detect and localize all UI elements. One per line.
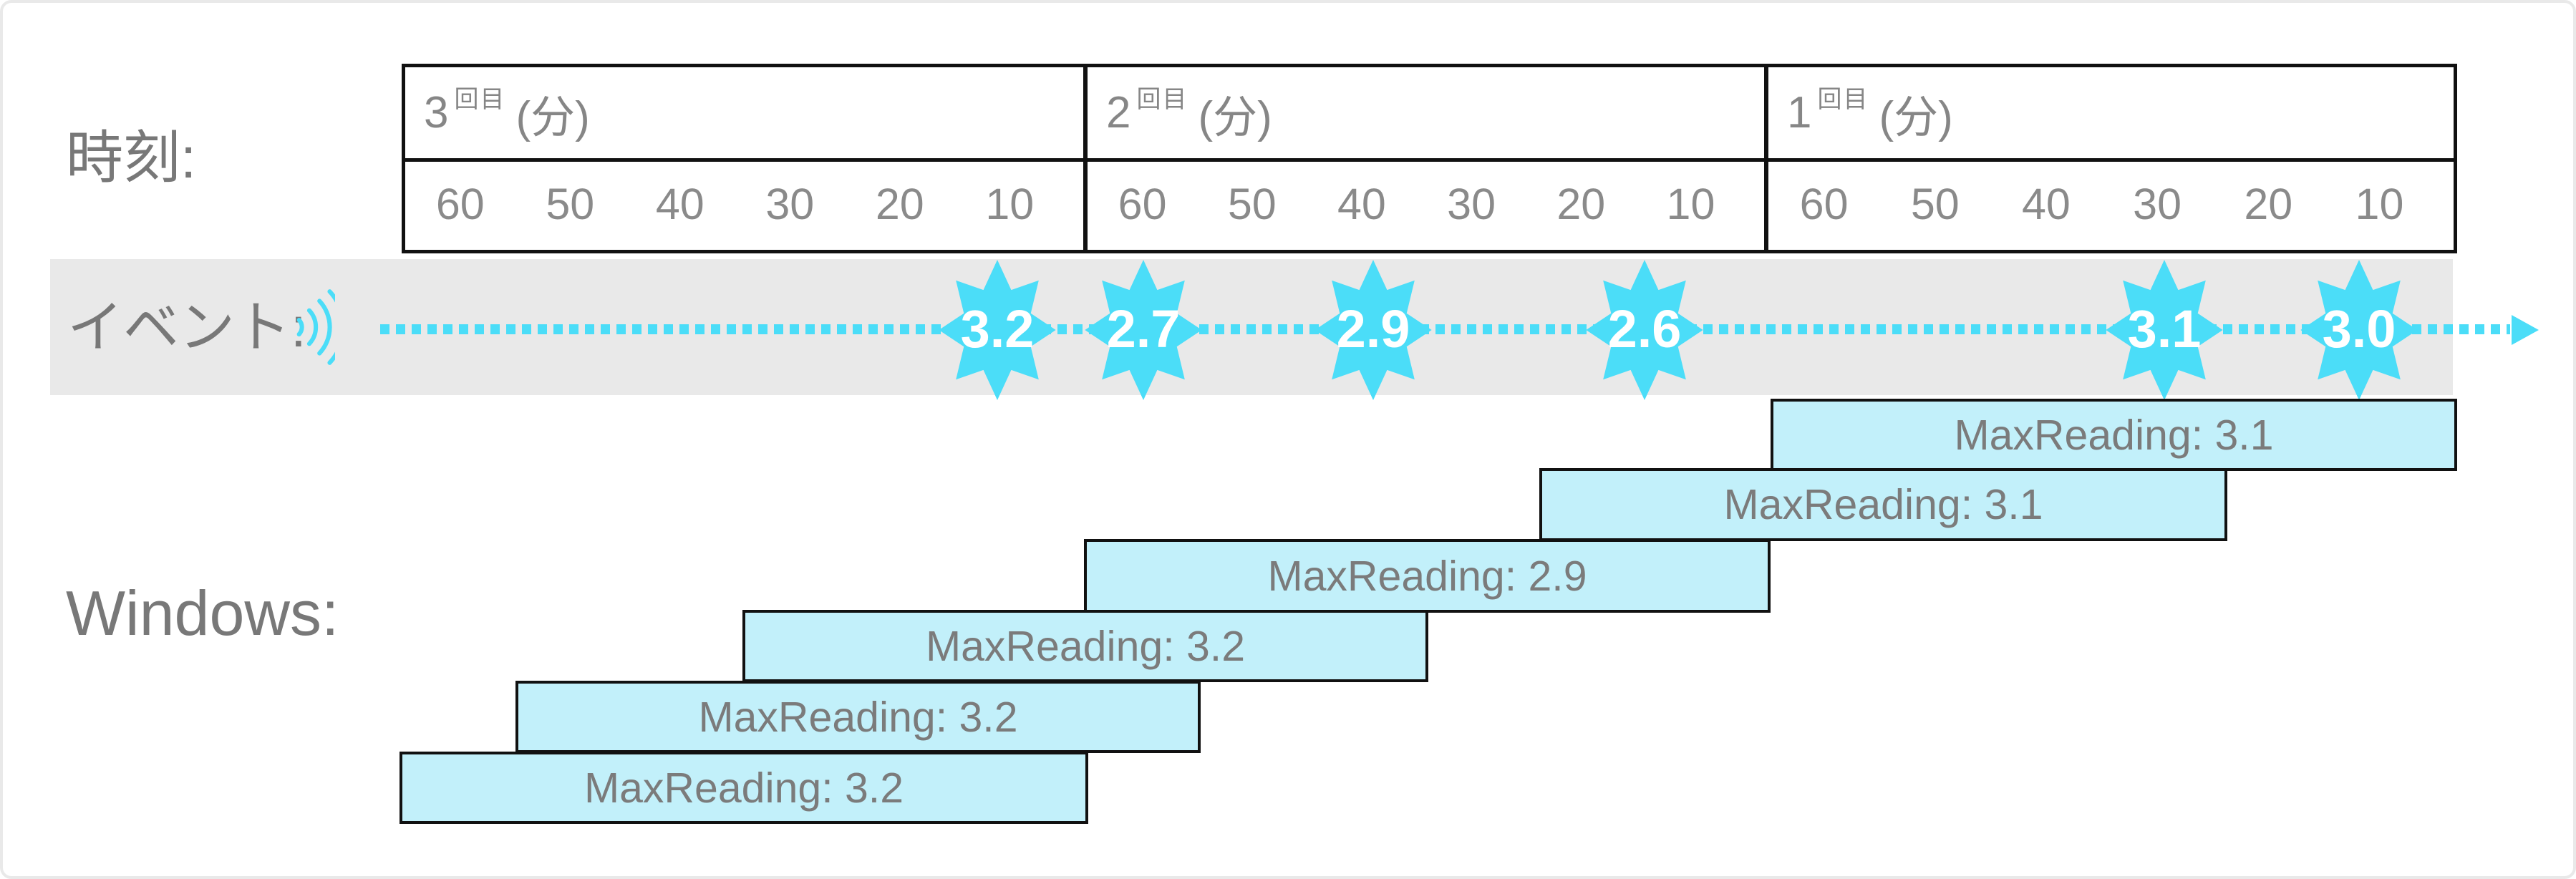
tick-label: 30 <box>1447 180 1496 228</box>
event-value: 2.7 <box>1106 298 1181 359</box>
timescale-ticks: 60 50 40 30 20 10 <box>1768 162 2454 246</box>
unit-label: (分) <box>1198 92 1272 142</box>
event-burst: 3.1 <box>2106 260 2223 400</box>
event-stream-dotted-line <box>380 324 2510 334</box>
tick-label: 30 <box>765 180 815 228</box>
tick-label: 60 <box>1799 180 1849 228</box>
burst-star-icon <box>2300 260 2418 400</box>
window-bar: MaxReading: 3.2 <box>742 610 1428 682</box>
tick-label: 40 <box>2022 180 2071 228</box>
event-value: 3.0 <box>2322 298 2396 359</box>
window-bar-label: MaxReading: 3.1 <box>1954 411 2274 459</box>
window-bar: MaxReading: 3.2 <box>400 752 1088 824</box>
tick-label: 30 <box>2133 180 2182 228</box>
event-value: 3.2 <box>960 298 1035 359</box>
window-bar: MaxReading: 2.9 <box>1084 539 1771 613</box>
burst-star-icon <box>1085 260 1202 400</box>
window-bar-label: MaxReading: 3.1 <box>1723 481 2043 528</box>
ordinal-suffix: 回目 <box>1136 86 1188 113</box>
tick-label: 60 <box>435 180 485 228</box>
tick-label: 20 <box>2244 180 2293 228</box>
unit-label: (分) <box>515 92 590 142</box>
event-value: 2.9 <box>1336 298 1410 359</box>
tick-label: 10 <box>2355 180 2404 228</box>
tick-label: 50 <box>546 180 595 228</box>
tick-label: 40 <box>655 180 704 228</box>
window-bar: MaxReading: 3.2 <box>515 681 1201 753</box>
tick-label: 20 <box>1556 180 1606 228</box>
ordinal-number: 1 <box>1787 88 1812 137</box>
window-bar: MaxReading: 3.1 <box>1771 399 2457 471</box>
timescale-box-3rd: 3 回目 (分) 60 50 40 30 20 10 <box>402 64 1087 253</box>
ordinal-suffix: 回目 <box>454 86 506 113</box>
burst-star-icon <box>1586 260 1703 400</box>
tick-label: 20 <box>875 180 924 228</box>
arrow-right-icon <box>2512 315 2539 345</box>
timescale-box-title: 2 回目 (分) <box>1088 67 1764 162</box>
burst-star-icon <box>939 260 1056 400</box>
tick-label: 10 <box>985 180 1035 228</box>
burst-star-icon <box>1314 260 1432 400</box>
tick-label: 50 <box>1910 180 1960 228</box>
windows-row-label: Windows: <box>66 578 339 649</box>
unit-label: (分) <box>1879 92 1953 142</box>
event-burst: 2.7 <box>1085 260 1202 400</box>
window-bar: MaxReading: 3.1 <box>1539 468 2227 541</box>
sound-waves-icon <box>296 289 335 365</box>
burst-star-icon <box>2106 260 2223 400</box>
tick-label: 50 <box>1227 180 1277 228</box>
tick-label: 60 <box>1118 180 1167 228</box>
time-row-label: 時刻: <box>66 126 197 190</box>
event-burst: 2.6 <box>1586 260 1703 400</box>
events-row-label: イベント: <box>67 296 306 359</box>
timescale-box-title: 1 回目 (分) <box>1768 67 2454 162</box>
ordinal-suffix: 回目 <box>1817 86 1869 113</box>
timescale-box-1st: 1 回目 (分) 60 50 40 30 20 10 <box>1765 64 2457 253</box>
window-bar-label: MaxReading: 3.2 <box>584 764 904 812</box>
window-bar-label: MaxReading: 3.2 <box>698 693 1018 741</box>
event-burst: 3.0 <box>2300 260 2418 400</box>
ordinal-number: 3 <box>424 88 449 137</box>
tick-label: 40 <box>1337 180 1386 228</box>
event-burst: 2.9 <box>1314 260 1432 400</box>
timescale-box-2nd: 2 回目 (分) 60 50 40 30 20 10 <box>1084 64 1768 253</box>
timescale-box-title: 3 回目 (分) <box>405 67 1083 162</box>
event-burst: 3.2 <box>939 260 1056 400</box>
tick-label: 10 <box>1666 180 1715 228</box>
event-value: 3.1 <box>2127 298 2202 359</box>
event-value: 2.6 <box>1607 298 1682 359</box>
ordinal-number: 2 <box>1106 88 1131 137</box>
timescale-ticks: 60 50 40 30 20 10 <box>1088 162 1764 246</box>
window-bar-label: MaxReading: 3.2 <box>925 622 1246 670</box>
timescale-ticks: 60 50 40 30 20 10 <box>405 162 1083 246</box>
window-bar-label: MaxReading: 2.9 <box>1267 552 1587 600</box>
